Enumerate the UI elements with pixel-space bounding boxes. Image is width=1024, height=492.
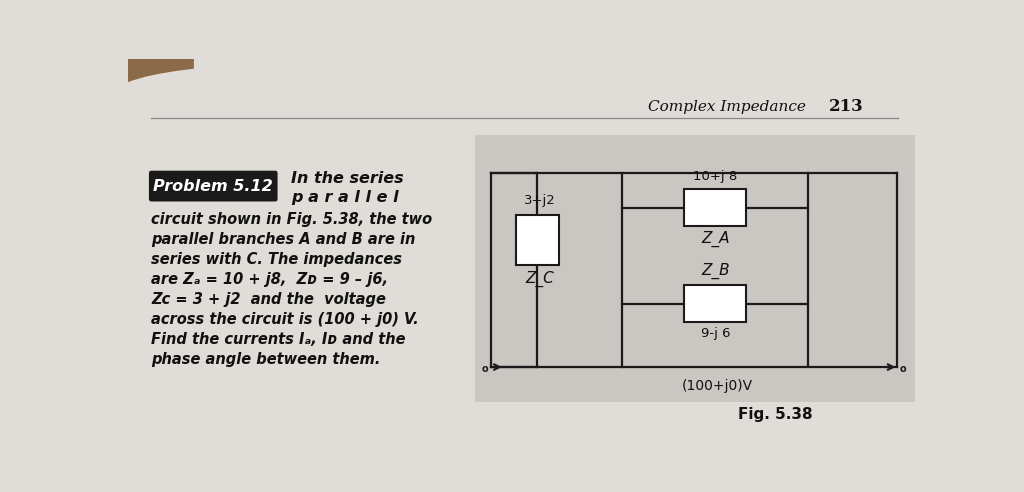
Text: 10+j 8: 10+j 8 [693, 170, 737, 183]
Text: o: o [900, 364, 906, 373]
Bar [684, 189, 746, 226]
Text: Z_B: Z_B [701, 263, 730, 279]
Text: 3+j2: 3+j2 [523, 194, 555, 207]
Text: are Zₐ = 10 + j8,  Zᴅ = 9 – j6,: are Zₐ = 10 + j8, Zᴅ = 9 – j6, [152, 272, 388, 287]
Text: phase angle between them.: phase angle between them. [152, 352, 381, 367]
Text: Problem 5.12: Problem 5.12 [154, 179, 273, 193]
Text: Z_A: Z_A [701, 231, 730, 247]
Text: parallel branches A and B are in: parallel branches A and B are in [152, 232, 416, 246]
Text: series with C. The impedances: series with C. The impedances [152, 252, 402, 267]
Text: circuit shown in Fig. 5.38, the two: circuit shown in Fig. 5.38, the two [152, 212, 432, 227]
FancyBboxPatch shape [148, 171, 278, 202]
FancyBboxPatch shape [117, 40, 194, 132]
Text: p a r a l l e l: p a r a l l e l [291, 190, 398, 205]
Text: across the circuit is (100 + j0) V.: across the circuit is (100 + j0) V. [152, 312, 419, 327]
Bar [516, 215, 558, 265]
Text: Fig. 5.38: Fig. 5.38 [738, 407, 812, 422]
Text: 213: 213 [829, 98, 864, 115]
Text: Z_C: Z_C [525, 271, 554, 287]
Text: 9-j 6: 9-j 6 [700, 327, 730, 340]
Text: In the series: In the series [291, 171, 403, 186]
PathPatch shape [128, 59, 922, 438]
Text: Zᴄ = 3 + j2  and the  voltage: Zᴄ = 3 + j2 and the voltage [152, 292, 386, 307]
Bar [684, 285, 746, 322]
Bar [475, 134, 915, 402]
Text: o: o [481, 364, 487, 373]
Text: (100+j0)V: (100+j0)V [681, 379, 753, 394]
Text: Find the currents Iₐ, Iᴅ and the: Find the currents Iₐ, Iᴅ and the [152, 332, 406, 347]
Text: Complex Impedance: Complex Impedance [648, 100, 806, 114]
